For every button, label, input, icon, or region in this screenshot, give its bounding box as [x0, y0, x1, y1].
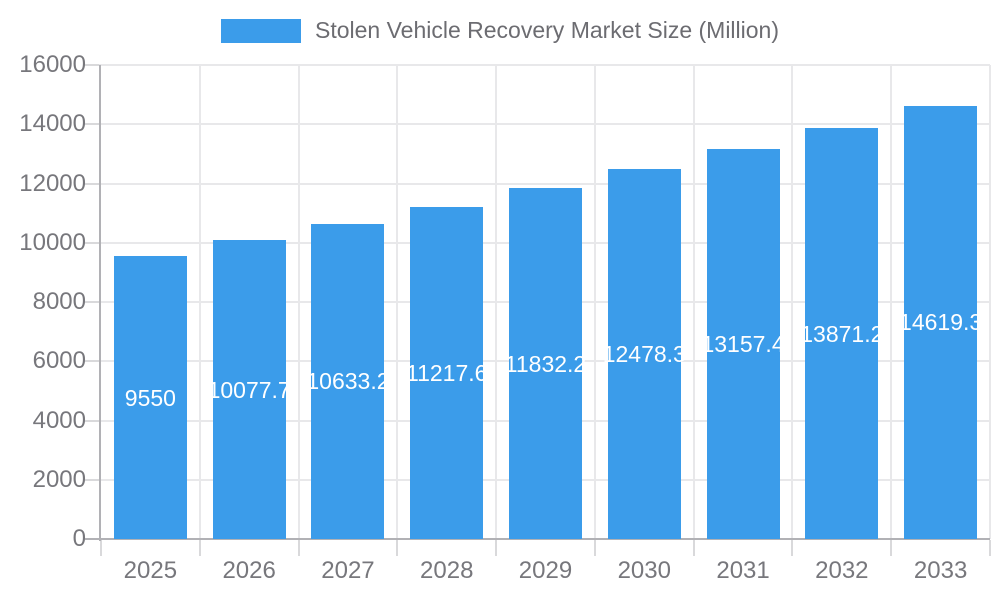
y-axis-tick	[85, 360, 99, 363]
y-axis-tick	[85, 64, 99, 66]
y-axis-tick	[85, 182, 99, 185]
x-gridline	[692, 65, 695, 539]
x-gridline	[297, 65, 300, 539]
bar-value-label: 9550	[124, 384, 176, 411]
bar-value-label: 13157.4	[701, 331, 785, 358]
x-axis-line	[85, 538, 990, 540]
y-axis-tick	[85, 419, 99, 422]
x-gridline	[593, 65, 596, 539]
y-axis-label: 16000	[19, 51, 86, 78]
x-gridline	[791, 65, 794, 539]
y-axis-tick	[85, 478, 99, 481]
bar-2029[interactable]	[509, 188, 582, 539]
x-axis-label: 2025	[123, 557, 178, 584]
legend-label: Stolen Vehicle Recovery Market Size (Mil…	[314, 17, 780, 43]
x-axis-label: 2027	[321, 557, 375, 584]
x-axis-tick	[791, 540, 794, 556]
y-axis-label: 8000	[32, 288, 86, 315]
bar-value-label: 10077.7	[207, 376, 291, 403]
y-axis-label: 4000	[32, 406, 86, 434]
bar-value-label: 14619.3	[899, 309, 983, 336]
bar-2025[interactable]	[113, 256, 187, 539]
bar-2026[interactable]	[212, 240, 286, 539]
y-axis-label: 6000	[32, 347, 86, 375]
y-axis-label: 14000	[19, 110, 86, 138]
x-gridline	[989, 65, 991, 539]
y-gridline	[99, 64, 990, 66]
bar-value-label: 10633.2	[306, 368, 390, 395]
y-axis-tick	[85, 301, 99, 303]
x-axis-label: 2031	[716, 557, 770, 584]
bar-2030[interactable]	[607, 169, 681, 539]
x-axis-tick	[495, 540, 498, 556]
x-axis-tick	[297, 540, 300, 556]
x-gridline	[396, 65, 399, 539]
y-gridline	[99, 123, 990, 126]
bar-2028[interactable]	[410, 206, 484, 539]
y-axis-label: 2000	[32, 465, 86, 493]
y-axis-label: 0	[72, 525, 86, 552]
y-axis-line	[99, 65, 101, 541]
x-axis-label: 2030	[617, 557, 671, 584]
x-axis-label: 2032	[815, 557, 869, 584]
bar-2031[interactable]	[706, 149, 780, 539]
x-axis-tick	[890, 540, 893, 556]
bar-value-label: 11217.6	[406, 359, 488, 386]
x-axis-label: 2033	[913, 557, 968, 584]
x-axis-tick	[396, 540, 399, 556]
bar-2027[interactable]	[311, 223, 385, 539]
bar-2033[interactable]	[904, 105, 978, 539]
bar-value-label: 13871.2	[800, 320, 884, 347]
x-axis-label: 2028	[420, 557, 474, 584]
x-axis-tick	[593, 540, 596, 556]
y-axis-tick	[85, 241, 99, 244]
y-axis-label: 10000	[19, 228, 86, 256]
y-axis-tick	[85, 123, 99, 126]
y-axis-label: 12000	[19, 169, 86, 197]
x-axis-tick	[198, 540, 201, 556]
legend-marker	[220, 18, 301, 43]
bar-value-label: 12478.3	[602, 341, 686, 368]
x-axis-label: 2026	[222, 557, 276, 584]
bar-2032[interactable]	[805, 128, 879, 539]
x-axis-tick	[692, 540, 695, 556]
x-gridline	[198, 65, 201, 539]
x-axis-tick	[100, 540, 102, 556]
x-gridline	[890, 65, 893, 539]
x-axis-label: 2029	[518, 557, 573, 584]
x-axis-tick	[989, 540, 991, 556]
x-gridline	[495, 65, 498, 539]
bar-value-label: 11832.2	[504, 350, 587, 377]
legend[interactable]: Stolen Vehicle Recovery Market Size (Mil…	[220, 17, 780, 44]
y-gridline	[99, 182, 990, 185]
